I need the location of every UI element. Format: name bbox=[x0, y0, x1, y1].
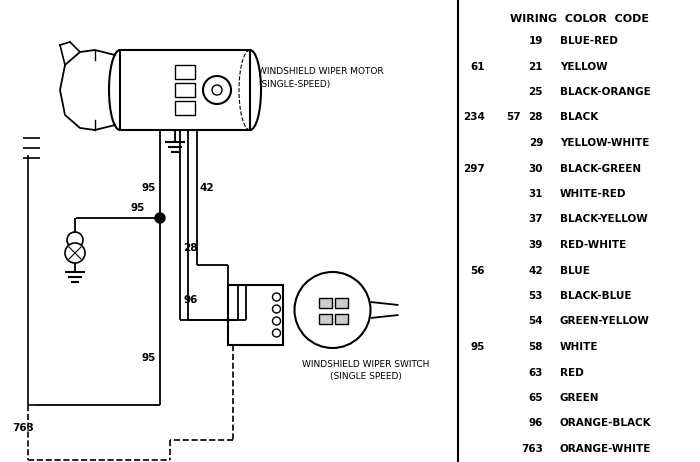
Text: 37: 37 bbox=[528, 214, 543, 225]
Text: 25: 25 bbox=[528, 87, 543, 97]
Text: 234: 234 bbox=[463, 113, 485, 122]
Circle shape bbox=[65, 243, 85, 263]
Text: BLUE-RED: BLUE-RED bbox=[560, 36, 618, 46]
Text: YELLOW-WHITE: YELLOW-WHITE bbox=[560, 138, 650, 148]
Text: 63: 63 bbox=[528, 367, 543, 377]
Text: 31: 31 bbox=[528, 189, 543, 199]
Circle shape bbox=[272, 293, 281, 301]
Text: 54: 54 bbox=[528, 316, 543, 327]
Circle shape bbox=[272, 305, 281, 313]
Text: 39: 39 bbox=[528, 240, 543, 250]
Text: BLUE: BLUE bbox=[560, 266, 590, 275]
Text: 30: 30 bbox=[528, 164, 543, 174]
Bar bbox=[175, 83, 195, 97]
Text: 58: 58 bbox=[528, 342, 543, 352]
Text: 42: 42 bbox=[200, 183, 215, 193]
Text: BLACK-YELLOW: BLACK-YELLOW bbox=[560, 214, 648, 225]
Text: 95: 95 bbox=[141, 353, 156, 363]
Text: 19: 19 bbox=[528, 36, 543, 46]
Text: WINDSHIELD WIPER MOTOR
(SINGLE-SPEED): WINDSHIELD WIPER MOTOR (SINGLE-SPEED) bbox=[258, 67, 384, 89]
Text: 21: 21 bbox=[528, 61, 543, 72]
Text: WHITE-RED: WHITE-RED bbox=[560, 189, 626, 199]
Circle shape bbox=[295, 272, 370, 348]
Text: WHITE: WHITE bbox=[560, 342, 598, 352]
Bar bbox=[318, 298, 332, 308]
Text: 65: 65 bbox=[528, 393, 543, 403]
Text: 96: 96 bbox=[183, 295, 197, 305]
Text: BLACK: BLACK bbox=[560, 113, 598, 122]
Bar bbox=[318, 314, 332, 324]
Text: 95: 95 bbox=[131, 203, 145, 213]
Text: 28: 28 bbox=[528, 113, 543, 122]
Text: 95: 95 bbox=[470, 342, 485, 352]
Circle shape bbox=[67, 232, 83, 248]
Text: YELLOW: YELLOW bbox=[560, 61, 608, 72]
Circle shape bbox=[272, 329, 281, 337]
Text: 57: 57 bbox=[506, 113, 521, 122]
Text: 56: 56 bbox=[470, 266, 485, 275]
Text: BLACK-BLUE: BLACK-BLUE bbox=[560, 291, 631, 301]
Text: 297: 297 bbox=[463, 164, 485, 174]
Text: BLACK-ORANGE: BLACK-ORANGE bbox=[560, 87, 651, 97]
Text: WIRING  COLOR  CODE: WIRING COLOR CODE bbox=[510, 14, 648, 24]
Circle shape bbox=[203, 76, 231, 104]
Text: GREEN-YELLOW: GREEN-YELLOW bbox=[560, 316, 650, 327]
Text: RED: RED bbox=[560, 367, 584, 377]
Circle shape bbox=[212, 85, 222, 95]
Bar bbox=[175, 101, 195, 115]
Text: 42: 42 bbox=[528, 266, 543, 275]
Bar bbox=[228, 285, 283, 345]
Text: 29: 29 bbox=[528, 138, 543, 148]
Text: 53: 53 bbox=[528, 291, 543, 301]
Bar bbox=[120, 50, 250, 130]
Text: 763: 763 bbox=[12, 423, 34, 433]
Text: RED-WHITE: RED-WHITE bbox=[560, 240, 626, 250]
Text: 61: 61 bbox=[470, 61, 485, 72]
Text: ORANGE-BLACK: ORANGE-BLACK bbox=[560, 419, 652, 428]
Text: ORANGE-WHITE: ORANGE-WHITE bbox=[560, 444, 652, 454]
Bar bbox=[335, 298, 347, 308]
Circle shape bbox=[272, 317, 281, 325]
Text: WINDSHIELD WIPER SWITCH
(SINGLE SPEED): WINDSHIELD WIPER SWITCH (SINGLE SPEED) bbox=[302, 360, 429, 382]
Text: BLACK-GREEN: BLACK-GREEN bbox=[560, 164, 641, 174]
Bar bbox=[335, 314, 347, 324]
Bar bbox=[175, 65, 195, 79]
Text: 763: 763 bbox=[521, 444, 543, 454]
Text: 95: 95 bbox=[141, 183, 156, 193]
Circle shape bbox=[155, 213, 165, 223]
Text: GREEN: GREEN bbox=[560, 393, 599, 403]
Text: 28: 28 bbox=[183, 243, 197, 253]
Text: 96: 96 bbox=[528, 419, 543, 428]
